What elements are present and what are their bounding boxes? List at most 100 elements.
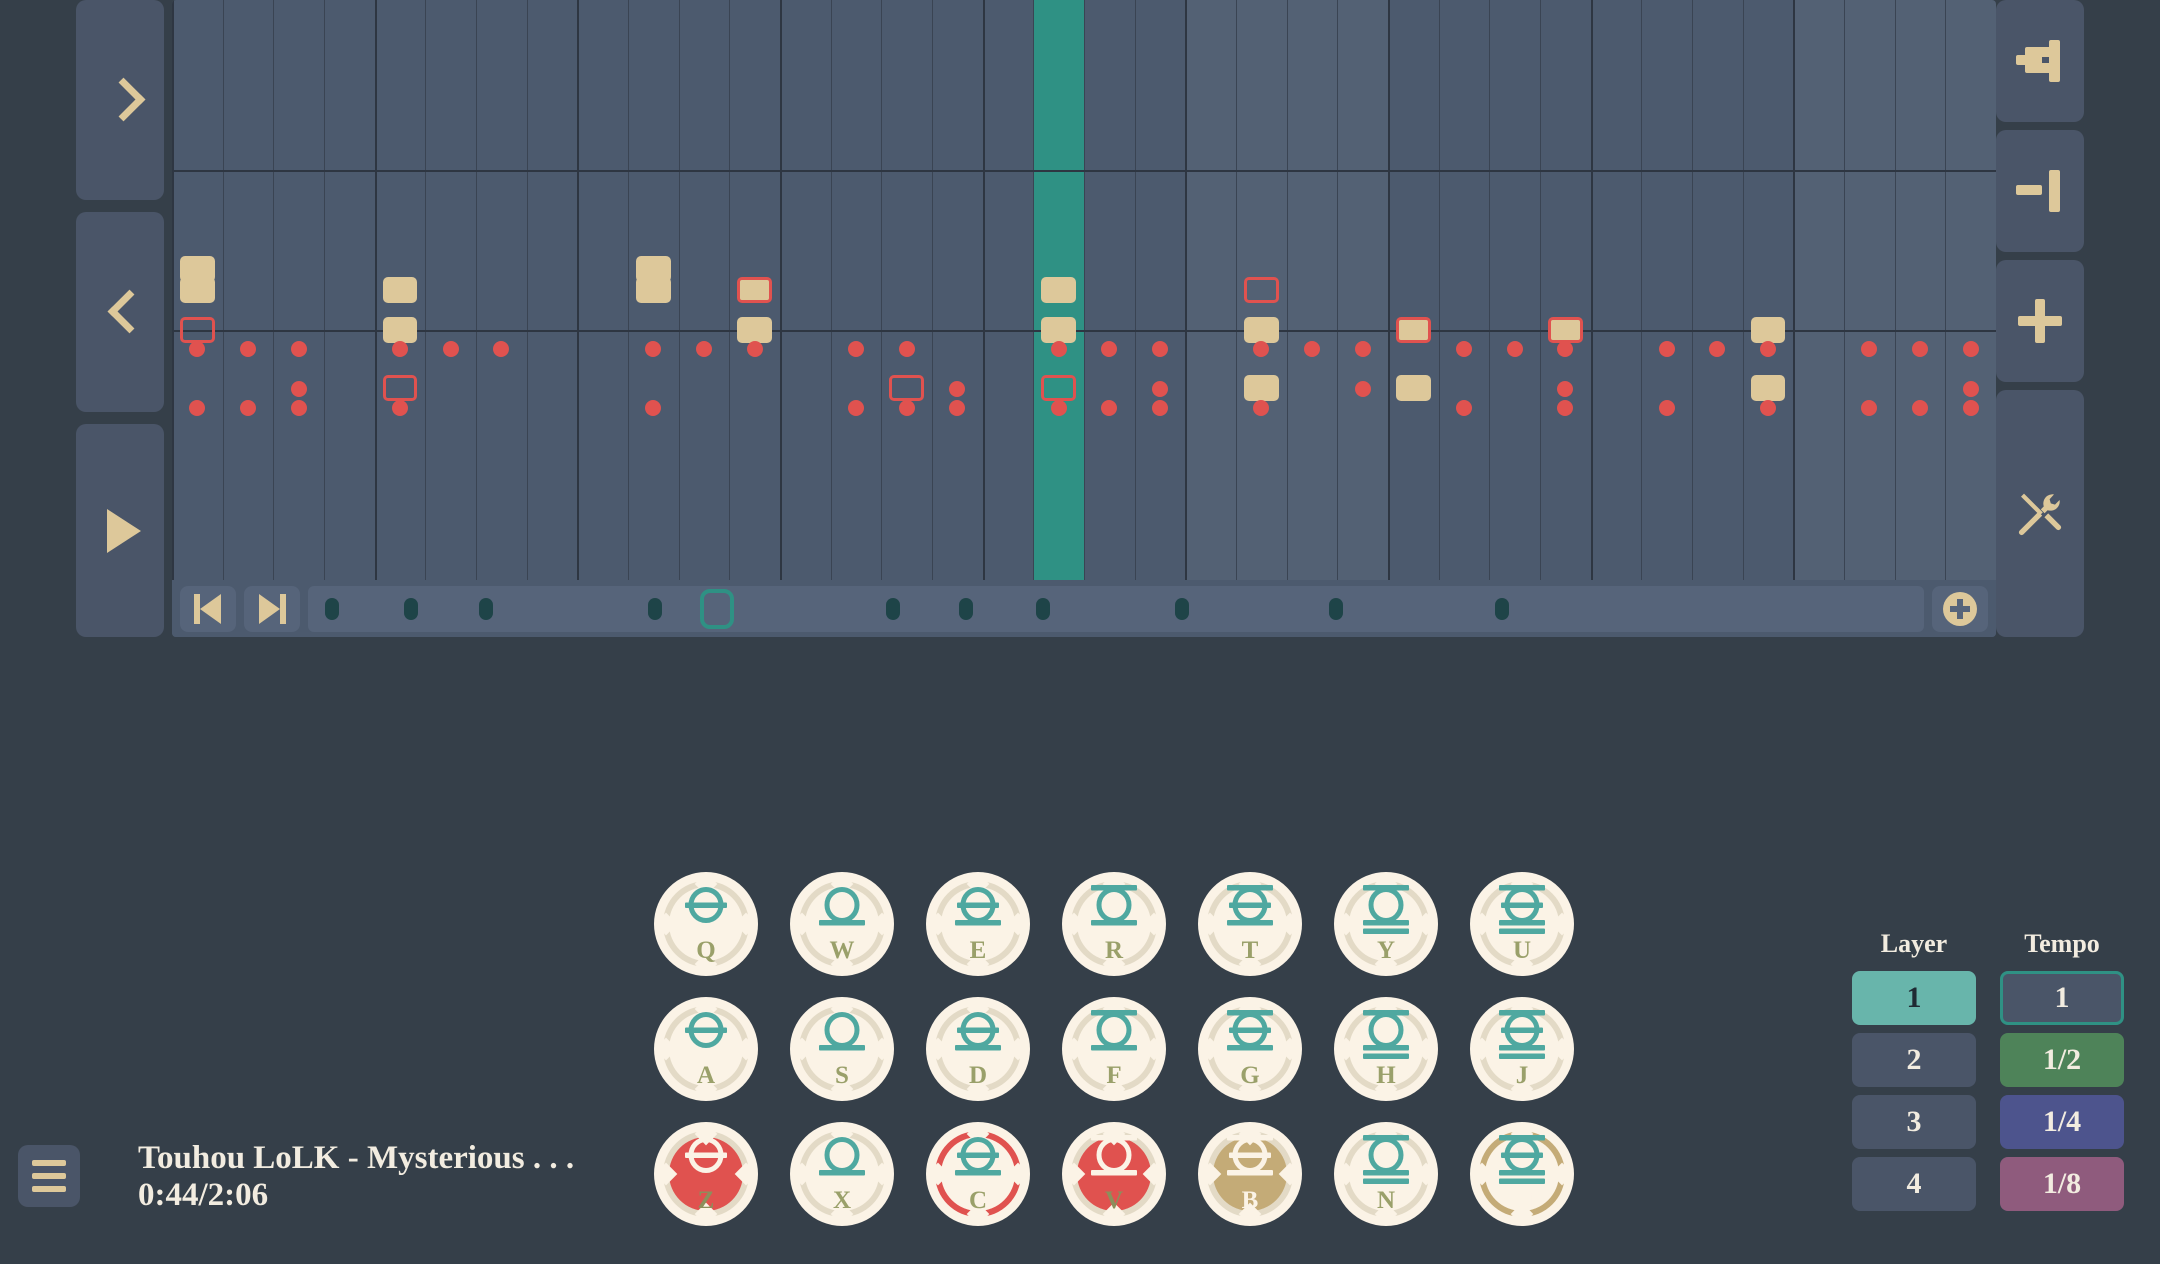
layer-option-1[interactable]: 1: [1852, 971, 1976, 1025]
grid-beat-dot[interactable]: [1354, 341, 1371, 357]
key-r[interactable]: R: [1062, 872, 1166, 976]
timeline-marker[interactable]: [404, 597, 419, 620]
layer-option-2[interactable]: 2: [1852, 1033, 1976, 1087]
timeline-cursor[interactable]: [699, 588, 734, 629]
key-v[interactable]: V: [1062, 1122, 1166, 1226]
grid-beat-dot[interactable]: [1760, 341, 1776, 357]
timeline-marker[interactable]: [1495, 597, 1510, 620]
grid-beat-dot[interactable]: [1050, 400, 1067, 416]
grid-note[interactable]: [180, 317, 215, 343]
grid-beat-dot[interactable]: [1557, 400, 1574, 416]
key-y[interactable]: Y: [1334, 872, 1438, 976]
grid-beat-dot[interactable]: [1456, 400, 1472, 416]
grid-beat-dot[interactable]: [442, 341, 459, 357]
grid-beat-dot[interactable]: [1709, 341, 1726, 357]
grid-beat-dot[interactable]: [848, 400, 864, 416]
tempo-option-1-8[interactable]: 1/8: [2000, 1157, 2124, 1211]
grid-note[interactable]: [1244, 375, 1279, 401]
key-f[interactable]: F: [1062, 997, 1166, 1101]
grid-note[interactable]: [1548, 317, 1583, 343]
grid-beat-dot[interactable]: [696, 341, 712, 357]
grid-note[interactable]: [737, 317, 772, 343]
grid-note[interactable]: [382, 317, 418, 343]
key-x[interactable]: X: [790, 1122, 894, 1226]
grid-beat-dot[interactable]: [240, 341, 256, 357]
add-section-button[interactable]: [1932, 585, 1988, 632]
grid-beat-dot[interactable]: [1912, 341, 1928, 357]
key-d[interactable]: D: [926, 997, 1030, 1101]
grid-beat-dot[interactable]: [949, 381, 966, 397]
grid-beat-dot[interactable]: [848, 341, 864, 357]
tools-button[interactable]: [1996, 390, 2084, 637]
note-grid-canvas[interactable]: [172, 0, 1996, 580]
grid-beat-dot[interactable]: [392, 400, 408, 416]
skip-next-button[interactable]: [244, 585, 300, 632]
tempo-option-1-4[interactable]: 1/4: [2000, 1095, 2124, 1149]
layer-option-3[interactable]: 3: [1852, 1095, 1976, 1149]
grid-beat-dot[interactable]: [1152, 341, 1168, 357]
grid-note[interactable]: [636, 277, 671, 303]
grid-note[interactable]: [1396, 375, 1431, 401]
timeline-marker[interactable]: [1036, 597, 1051, 620]
grid-beat-dot[interactable]: [290, 341, 307, 357]
grid-beat-dot[interactable]: [1050, 341, 1067, 357]
grid-beat-dot[interactable]: [290, 400, 307, 416]
grid-beat-dot[interactable]: [1912, 400, 1928, 416]
key-n[interactable]: N: [1334, 1122, 1438, 1226]
grid-beat-dot[interactable]: [1506, 341, 1523, 357]
grid-beat-dot[interactable]: [1962, 381, 1979, 397]
key-g[interactable]: G: [1198, 997, 1302, 1101]
timeline-track[interactable]: [308, 585, 1924, 632]
tempo-option-1-2[interactable]: 1/2: [2000, 1033, 2124, 1087]
grid-beat-dot[interactable]: [645, 341, 662, 357]
grid-beat-dot[interactable]: [1760, 400, 1776, 416]
grid-note[interactable]: [382, 375, 418, 401]
key-w[interactable]: W: [790, 872, 894, 976]
add-column-button[interactable]: [1996, 260, 2084, 382]
timeline-marker[interactable]: [478, 597, 493, 620]
timeline-marker[interactable]: [1328, 597, 1343, 620]
skip-previous-button[interactable]: [180, 585, 236, 632]
grid-note[interactable]: [889, 375, 924, 401]
grid-beat-dot[interactable]: [1101, 341, 1118, 357]
key-u[interactable]: U: [1470, 872, 1574, 976]
key-h[interactable]: H: [1334, 997, 1438, 1101]
key-b[interactable]: B: [1198, 1122, 1302, 1226]
key-c[interactable]: C: [926, 1122, 1030, 1226]
grid-note[interactable]: [737, 277, 772, 303]
grid-note[interactable]: [1244, 317, 1279, 343]
grid-beat-dot[interactable]: [746, 341, 763, 357]
key-e[interactable]: E: [926, 872, 1030, 976]
grid-note[interactable]: [1244, 277, 1279, 303]
key-t[interactable]: T: [1198, 872, 1302, 976]
remove-bar-button[interactable]: [1996, 130, 2084, 252]
key-m[interactable]: M: [1470, 1122, 1574, 1226]
grid-beat-dot[interactable]: [1658, 400, 1675, 416]
grid-note[interactable]: [1041, 317, 1076, 343]
note-grid[interactable]: [172, 0, 1996, 637]
grid-note[interactable]: [1750, 317, 1786, 343]
grid-beat-dot[interactable]: [898, 341, 915, 357]
grid-note[interactable]: [1041, 375, 1076, 401]
key-q[interactable]: Q: [654, 872, 758, 976]
grid-beat-dot[interactable]: [1861, 341, 1878, 357]
grid-beat-dot[interactable]: [1962, 341, 1979, 357]
timeline-marker[interactable]: [325, 597, 340, 620]
grid-beat-dot[interactable]: [1861, 400, 1878, 416]
grid-beat-dot[interactable]: [1557, 341, 1574, 357]
grid-beat-dot[interactable]: [1152, 381, 1168, 397]
grid-beat-dot[interactable]: [493, 341, 510, 357]
grid-beat-dot[interactable]: [1557, 381, 1574, 397]
menu-button[interactable]: [18, 1145, 80, 1207]
scroll-right-button[interactable]: [76, 0, 164, 200]
timeline-marker[interactable]: [958, 597, 973, 620]
grid-note[interactable]: [382, 277, 418, 303]
grid-note[interactable]: [1041, 277, 1076, 303]
grid-beat-dot[interactable]: [1456, 341, 1472, 357]
timeline-marker[interactable]: [1175, 597, 1190, 620]
grid-beat-dot[interactable]: [898, 400, 915, 416]
grid-beat-dot[interactable]: [189, 341, 206, 357]
grid-beat-dot[interactable]: [1253, 341, 1270, 357]
grid-note[interactable]: [180, 277, 215, 303]
timeline-marker[interactable]: [648, 597, 663, 620]
